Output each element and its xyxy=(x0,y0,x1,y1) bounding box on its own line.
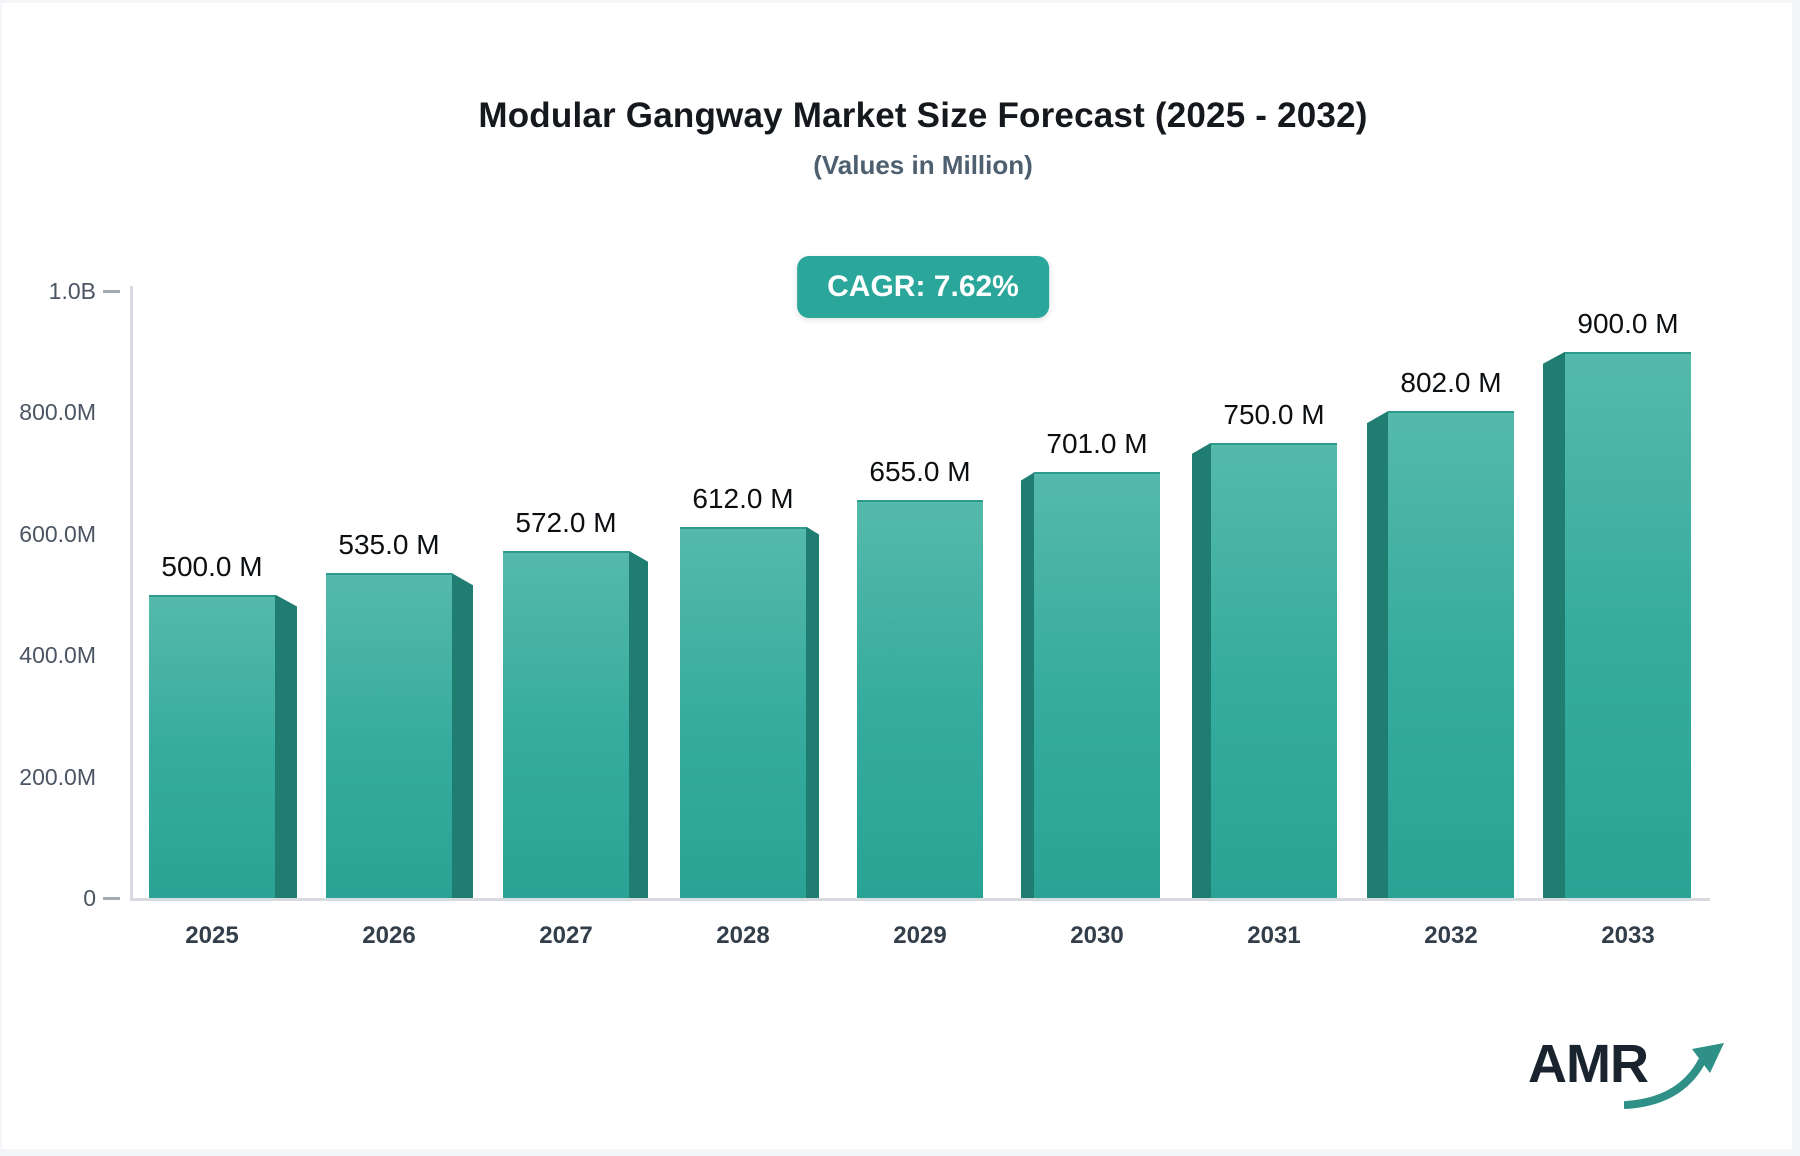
y-axis-label: 200.0M xyxy=(19,763,96,790)
bar-2027 xyxy=(503,550,629,898)
bar-value-label: 750.0 M xyxy=(1223,398,1325,430)
chart-title: Modular Gangway Market Size Forecast (20… xyxy=(478,96,1368,135)
bar-side-panel xyxy=(452,573,473,898)
x-axis-label: 2025 xyxy=(185,922,239,949)
bar-2029 xyxy=(857,500,983,898)
bar-side-panel xyxy=(275,594,297,898)
bar-side-panel xyxy=(806,526,819,898)
x-axis-label: 2028 xyxy=(716,922,770,949)
bar-side-panel xyxy=(1543,351,1565,898)
bar-2026 xyxy=(326,573,452,898)
bar-2030 xyxy=(1034,472,1160,898)
bar-2032 xyxy=(1388,411,1514,898)
y-axis-tick xyxy=(103,290,120,293)
x-axis-label: 2033 xyxy=(1601,922,1655,949)
x-axis-label: 2031 xyxy=(1247,922,1301,949)
bar-value-label: 900.0 M xyxy=(1577,307,1679,339)
amr-logo: AMR xyxy=(1528,1033,1724,1113)
amr-logo-text: AMR xyxy=(1528,1034,1649,1094)
bar-side-panel xyxy=(1021,472,1034,898)
x-axis-label: 2032 xyxy=(1424,922,1478,949)
bar-value-label: 612.0 M xyxy=(692,482,794,514)
chart-subtitle: (Values in Million) xyxy=(813,150,1033,180)
bar-side-panel xyxy=(629,550,648,898)
y-axis-label: 600.0M xyxy=(19,520,96,547)
x-axis-baseline xyxy=(130,898,1710,901)
cagr-badge: CAGR: 7.62% xyxy=(797,256,1049,318)
bar-value-label: 802.0 M xyxy=(1400,367,1502,399)
x-axis-label: 2029 xyxy=(893,922,947,949)
bar-2033 xyxy=(1565,351,1691,898)
y-axis-label: 1.0B xyxy=(48,278,96,304)
bar-side-panel xyxy=(1367,411,1388,898)
bar-2028 xyxy=(680,526,806,898)
y-axis-label: 400.0M xyxy=(19,642,96,669)
cagr-badge-label: CAGR: 7.62% xyxy=(827,270,1019,303)
bar-value-label: 701.0 M xyxy=(1046,428,1148,460)
x-axis-label: 2027 xyxy=(539,922,593,949)
growth-arrow-icon xyxy=(1624,1043,1724,1109)
x-axis-label: 2030 xyxy=(1070,922,1124,949)
bar-value-label: 655.0 M xyxy=(869,456,971,488)
y-axis-label: 800.0M xyxy=(19,399,96,426)
bar-2031 xyxy=(1211,442,1337,898)
y-axis-label: 0 xyxy=(83,885,96,911)
bar-value-label: 500.0 M xyxy=(161,550,263,582)
bar-value-label: 572.0 M xyxy=(515,506,617,538)
bar-value-label: 535.0 M xyxy=(338,529,440,561)
x-axis-label: 2026 xyxy=(362,922,416,949)
bar-side-panel xyxy=(1192,442,1211,898)
y-axis-tick xyxy=(103,897,120,900)
y-axis-line xyxy=(130,286,133,901)
bar-2025 xyxy=(149,594,275,898)
